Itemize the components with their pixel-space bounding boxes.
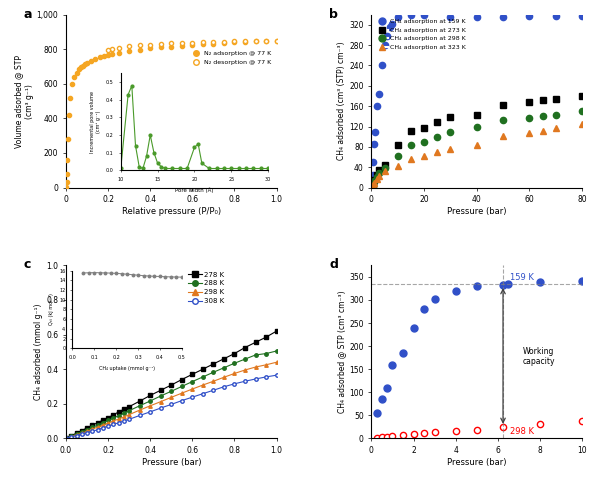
- Text: a: a: [24, 8, 32, 20]
- X-axis label: Pressure (bar): Pressure (bar): [447, 207, 506, 216]
- X-axis label: Pressure (bar): Pressure (bar): [447, 458, 506, 467]
- Text: Working
capacity: Working capacity: [523, 347, 556, 366]
- Text: 298 K: 298 K: [511, 427, 535, 436]
- Text: 159 K: 159 K: [511, 273, 534, 282]
- Legend: N₂ adsorption @ 77 K, N₂ desorption @ 77 K: N₂ adsorption @ 77 K, N₂ desorption @ 77…: [187, 48, 274, 67]
- Y-axis label: CH₄ adsorbed (cm³ (STP) cm⁻³): CH₄ adsorbed (cm³ (STP) cm⁻³): [337, 42, 346, 160]
- Text: b: b: [329, 8, 338, 20]
- Y-axis label: Volume adsorbed @ STP
(cm³ g⁻¹): Volume adsorbed @ STP (cm³ g⁻¹): [14, 55, 34, 148]
- Text: d: d: [329, 259, 338, 271]
- Text: c: c: [24, 259, 31, 271]
- X-axis label: Relative pressure (P/P₀): Relative pressure (P/P₀): [122, 207, 221, 216]
- Legend: CH₄ adsorption at 159 K, CH₄ adsorption at 273 K, CH₄ adsorption at 298 K, CH₄ a: CH₄ adsorption at 159 K, CH₄ adsorption …: [374, 18, 467, 51]
- Legend: 278 K, 288 K, 298 K, 308 K: 278 K, 288 K, 298 K, 308 K: [185, 269, 227, 307]
- Y-axis label: CH₄ adsorbed (mmol g⁻¹): CH₄ adsorbed (mmol g⁻¹): [34, 303, 43, 400]
- Y-axis label: CH₄ adsorbed @ STP (cm³ cm⁻³): CH₄ adsorbed @ STP (cm³ cm⁻³): [337, 291, 346, 413]
- X-axis label: Pressure (bar): Pressure (bar): [142, 458, 201, 467]
